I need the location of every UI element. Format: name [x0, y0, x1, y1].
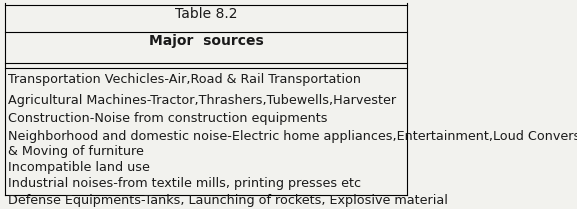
Text: Table 8.2: Table 8.2: [175, 7, 238, 21]
Text: Incompatible land use: Incompatible land use: [8, 161, 149, 174]
Text: Defense Equipments-Tanks, Launching of rockets, Explosive material: Defense Equipments-Tanks, Launching of r…: [8, 194, 447, 207]
Text: Transportation Vechicles-Air,Road & Rail Transportation: Transportation Vechicles-Air,Road & Rail…: [8, 73, 361, 86]
Text: Major  sources: Major sources: [149, 34, 264, 48]
Text: Industrial noises-from textile mills, printing presses etc: Industrial noises-from textile mills, pr…: [8, 177, 361, 190]
Text: Construction-Noise from construction equipments: Construction-Noise from construction equ…: [8, 112, 327, 125]
Text: Agricultural Machines-Tractor,Thrashers,Tubewells,Harvester: Agricultural Machines-Tractor,Thrashers,…: [8, 94, 396, 107]
Text: Neighborhood and domestic noise-Electric home appliances,Entertainment,Loud Conv: Neighborhood and domestic noise-Electric…: [8, 130, 577, 158]
